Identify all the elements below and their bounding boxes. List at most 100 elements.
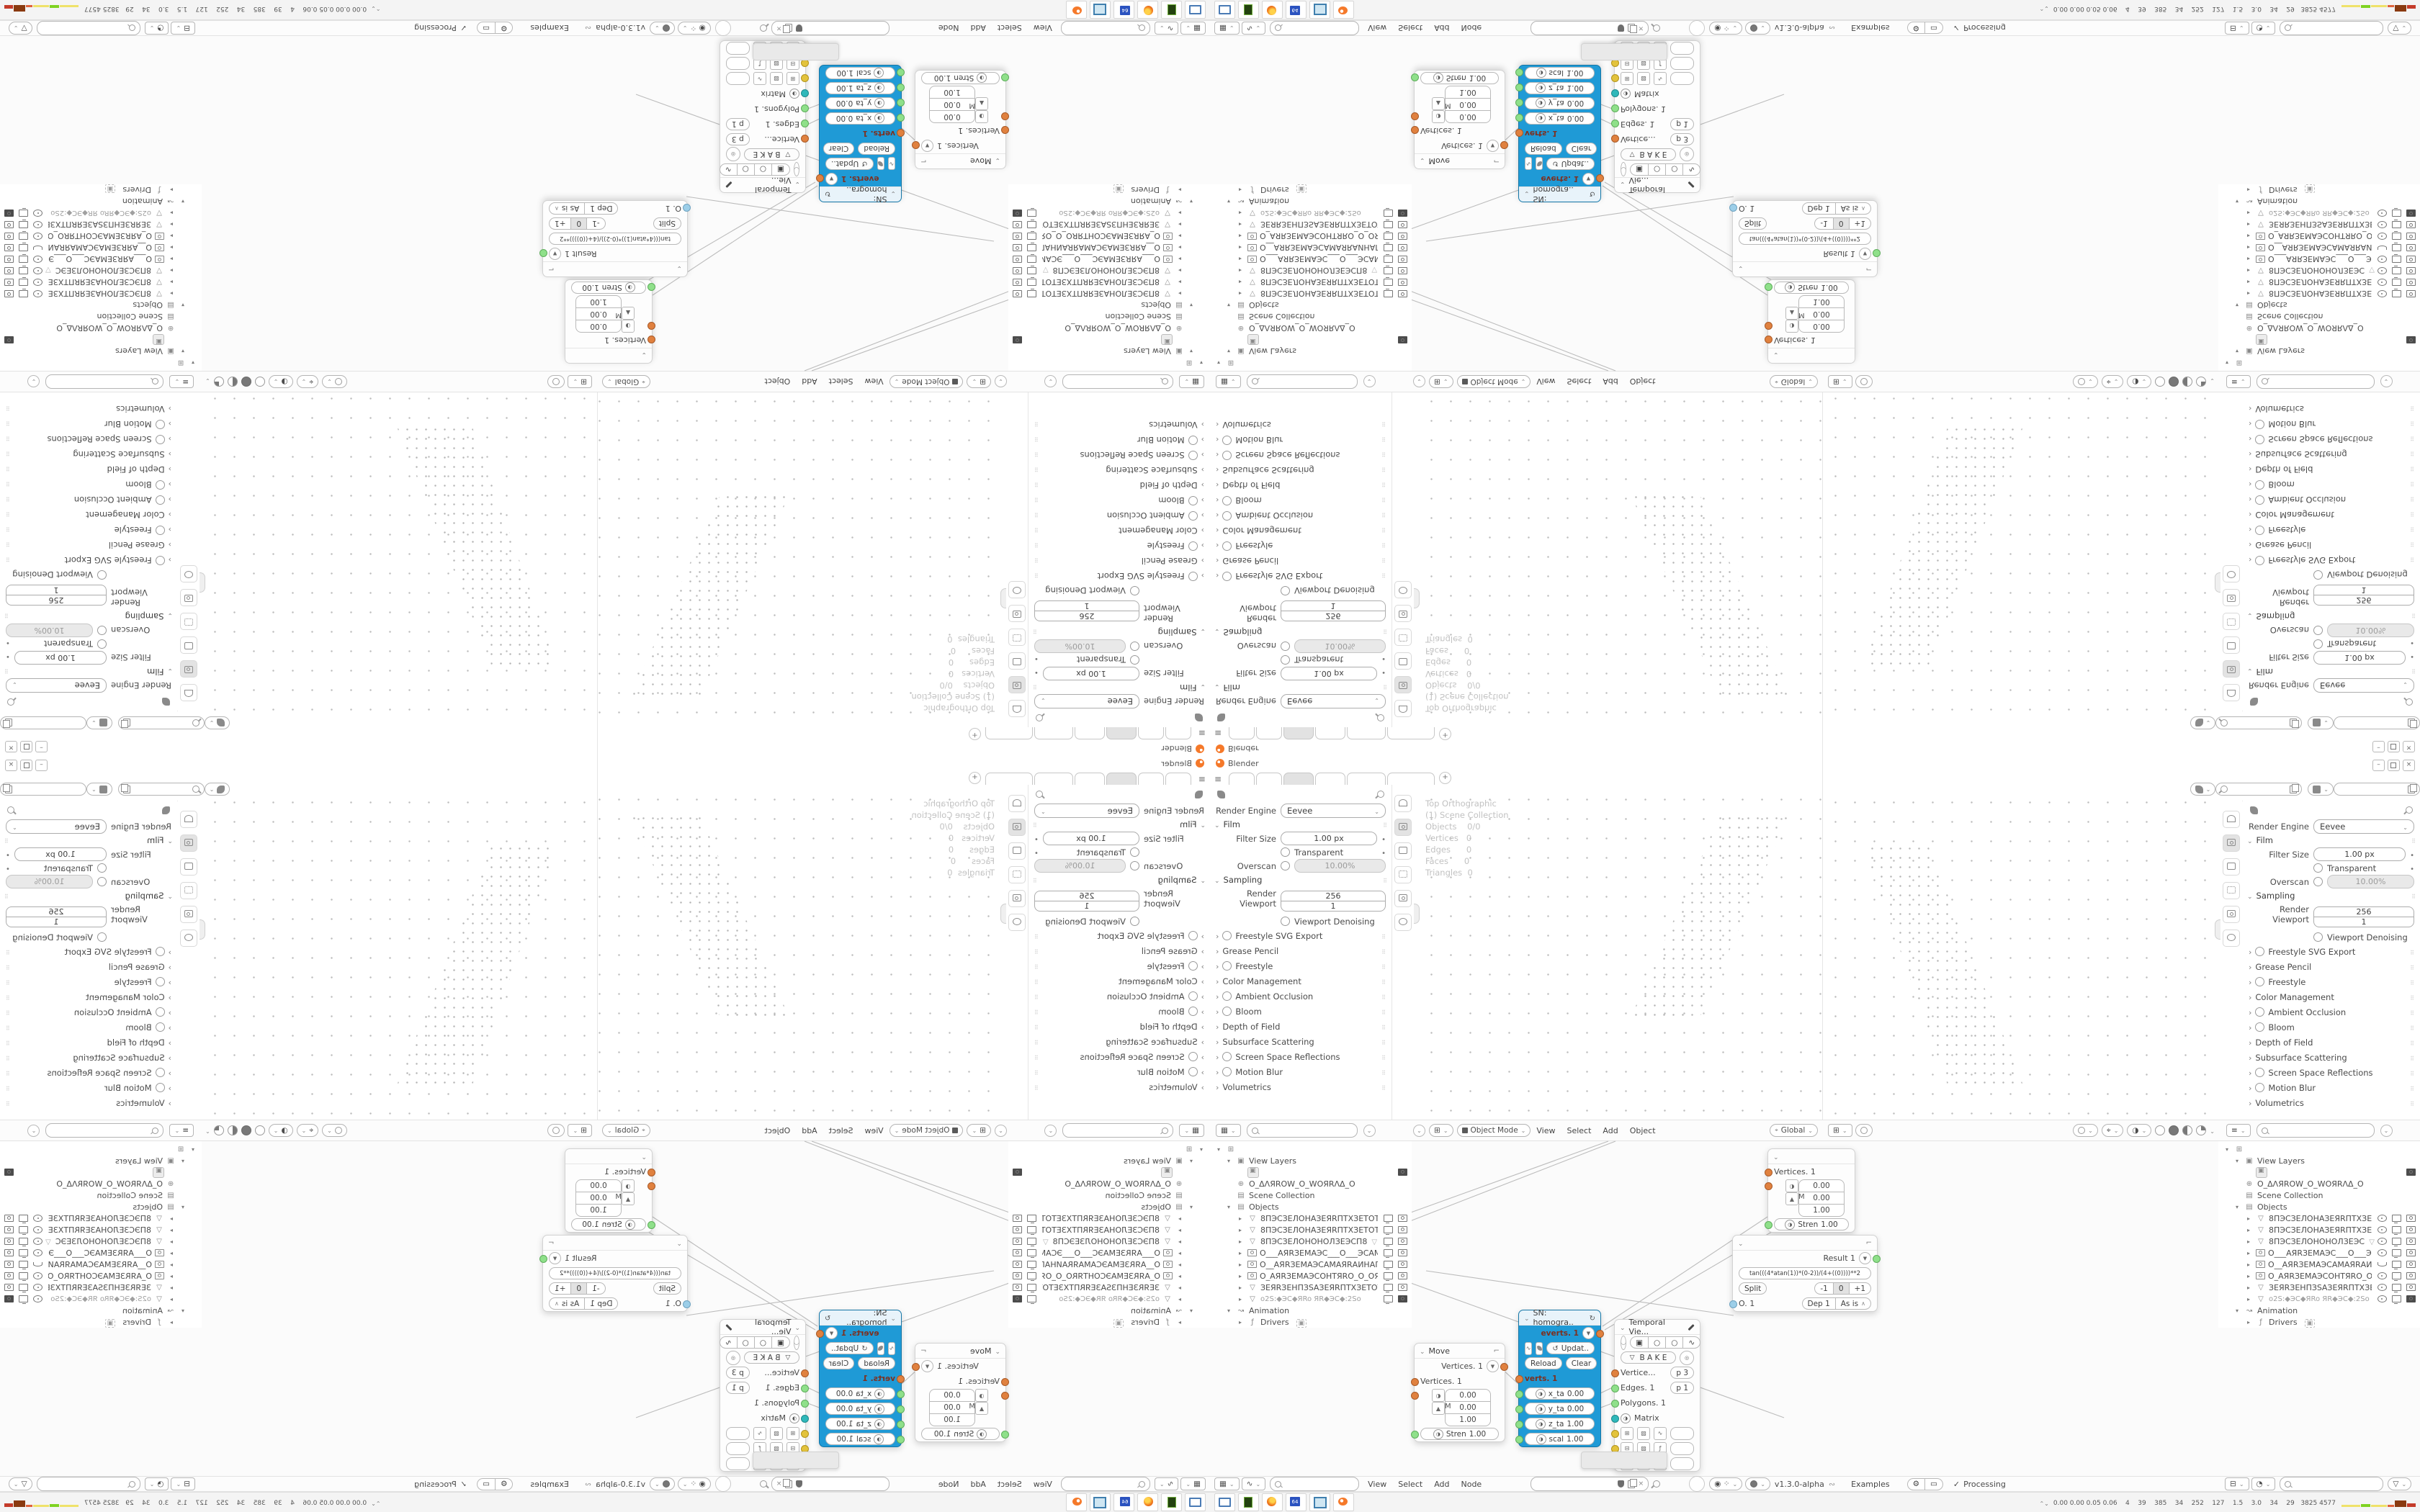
drag-grip-icon[interactable] — [1381, 976, 1386, 986]
section-toggle-checkbox[interactable] — [1188, 541, 1198, 551]
node-temporal-viewer[interactable]: Temporal Vie... ◡ ▣ ○ ○ ∿ ▽B A K E ◎ Ver… — [719, 1318, 809, 1472]
outliner-item-name[interactable]: Animation — [1249, 1305, 1290, 1315]
workspace-tab[interactable] — [1106, 773, 1137, 786]
properties-section-row[interactable]: Depth of Field — [1028, 478, 1210, 493]
outliner-item-name[interactable]: O_ΔΛЯROW_O_WOЯRΛΔ_O — [1065, 323, 1171, 333]
vector-x-field[interactable]: 0.00 — [1445, 110, 1491, 123]
options-dropdown[interactable] — [1044, 375, 1057, 388]
properties-section-row[interactable]: Volumetrics — [1210, 1079, 1392, 1094]
section-toggle-checkbox[interactable] — [2255, 1068, 2265, 1077]
properties-section-row[interactable]: Volumetrics — [1028, 418, 1210, 433]
outliner-row[interactable]: O__АЯRЗЕМАЭСАМАЯRАИНАП__O_ — [2218, 1259, 2420, 1270]
pin-icon[interactable] — [1375, 788, 1386, 800]
outliner-expand-icon[interactable] — [1187, 199, 1193, 205]
disable-viewport-icon[interactable] — [1384, 244, 1393, 251]
input-socket[interactable] — [1001, 126, 1009, 134]
vertex-display-button[interactable]: ○ — [1648, 163, 1667, 176]
sampling-section-header[interactable]: Sampling — [1210, 625, 1392, 639]
menu-item[interactable]: Select — [997, 1479, 1022, 1489]
smooth-toggle[interactable]: ◡ — [793, 162, 799, 177]
world-tab-icon[interactable] — [1008, 581, 1026, 598]
brush-button[interactable] — [877, 157, 884, 171]
outliner-item-name[interactable]: o2S:◆ЭС◆ЯRo ЯR◆ЭС◆:2So — [1059, 1295, 1160, 1303]
menu-hamburger-icon[interactable]: ≡ — [1214, 774, 1222, 784]
disable-render-camera-icon[interactable] — [2406, 210, 2416, 217]
display-mode-icon[interactable]: ⊟ — [171, 22, 195, 35]
properties-section-row[interactable]: Volumetrics — [2243, 1095, 2420, 1110]
workspace-tab[interactable] — [1165, 773, 1191, 786]
vector-x-field[interactable]: 0.00 — [1445, 1389, 1491, 1402]
node-value-row[interactable]: ◑ y_ta 0.00 — [1515, 96, 1600, 111]
disable-viewport-icon[interactable] — [2392, 1284, 2401, 1292]
input-socket[interactable] — [1611, 135, 1619, 143]
expand-arrow-icon[interactable] — [169, 480, 171, 490]
animate-dot-icon[interactable] — [1381, 655, 1386, 665]
menu-item[interactable]: Add — [970, 23, 986, 33]
outliner-row[interactable]: Animation — [1008, 1305, 1210, 1316]
outliner-expand-icon[interactable] — [1175, 1284, 1181, 1291]
clasp-icon[interactable]: ◑ — [975, 1389, 988, 1402]
disable-render-camera-icon[interactable] — [1013, 290, 1022, 297]
output-socket[interactable] — [816, 174, 824, 182]
datablock-field[interactable] — [2334, 783, 2420, 796]
outliner-row[interactable]: O___АЯRЗЕМАЭС___O___ЭСАМЗЕ — [1210, 1247, 1412, 1259]
workspace-tab[interactable] — [1256, 773, 1283, 786]
film-section-header[interactable]: Film — [1210, 680, 1392, 695]
outliner-expand-icon[interactable] — [167, 210, 173, 217]
outliner-expand-icon[interactable] — [2247, 1284, 2253, 1291]
overscan-checkbox[interactable] — [1281, 861, 1290, 870]
node-search-input[interactable] — [1270, 21, 1360, 35]
disable-render-camera-icon[interactable] — [1398, 1261, 1407, 1268]
taskbar-app-icon[interactable] — [1090, 1493, 1111, 1511]
sync-icon[interactable] — [825, 190, 830, 199]
disable-render-camera-icon[interactable] — [1013, 1249, 1022, 1256]
drag-grip-icon[interactable] — [1034, 1082, 1039, 1092]
outliner-expand-icon[interactable] — [167, 187, 173, 194]
outliner-row[interactable]: Scene Collection — [1210, 1189, 1412, 1201]
blender-titlebar[interactable]: Blender — [592, 742, 1210, 756]
drag-grip-icon[interactable] — [6, 480, 10, 490]
render-engine-select[interactable]: Eevee — [6, 678, 107, 693]
outliner-item-name[interactable]: Objects — [133, 1202, 163, 1212]
lifebuoy-icon[interactable]: ◎ — [726, 1350, 740, 1365]
expand-arrow-icon[interactable] — [2249, 420, 2251, 430]
disable-render-camera-icon[interactable] — [1013, 1284, 1022, 1291]
drag-grip-icon[interactable] — [2410, 465, 2414, 475]
outliner-expand-icon[interactable] — [1175, 1215, 1181, 1222]
shading-rendered-icon[interactable] — [213, 377, 224, 387]
outliner-expand-icon[interactable] — [167, 256, 173, 263]
sync-icon[interactable] — [1590, 190, 1595, 199]
disable-render-camera-icon[interactable] — [1013, 1215, 1022, 1222]
outliner-item-name[interactable]: 8ПЭСЗЕЛОНАЗЕЯRПТХЗЕТОТЗЕХ — [1260, 277, 1378, 287]
disable-render-camera-icon[interactable] — [1398, 244, 1407, 251]
filter-mode-icon[interactable]: ◔ — [144, 1477, 169, 1490]
section-toggle-checkbox[interactable] — [155, 526, 165, 535]
drag-grip-icon[interactable] — [6, 1022, 10, 1032]
section-toggle-checkbox[interactable] — [1222, 541, 1232, 551]
output-socket[interactable] — [1873, 249, 1881, 257]
expand-arrow-icon[interactable] — [169, 992, 171, 1002]
scene-tab-icon[interactable] — [180, 589, 197, 606]
overscan-checkbox[interactable] — [2313, 626, 2323, 635]
filter-size-field[interactable]: 1.00 px — [14, 847, 107, 861]
expand-arrow-icon[interactable] — [169, 1083, 171, 1093]
vertex-display-button[interactable]: ○ — [753, 1336, 772, 1349]
drag-grip-icon[interactable] — [6, 1098, 10, 1108]
outliner-row[interactable]: View Layers — [0, 346, 202, 357]
sidebar-toggle-handle[interactable] — [200, 572, 205, 593]
node-field-value[interactable]: 1.00 — [836, 84, 853, 93]
properties-section-row[interactable]: Volumetrics — [2243, 402, 2420, 417]
formula-expression-field[interactable]: tan(((4*atan(1))*(0-2))/(4+((0))))**2 — [1739, 1267, 1871, 1279]
sidebar-toggle-handle[interactable] — [200, 919, 205, 940]
disable-viewport-icon[interactable] — [2392, 1226, 2401, 1235]
brush-datablock-icon[interactable] — [204, 716, 230, 729]
settings-gear-button[interactable]: ⚙ — [495, 1477, 514, 1490]
disable-render-camera-icon[interactable] — [2406, 233, 2416, 240]
section-toggle-checkbox[interactable] — [2255, 1022, 2265, 1032]
node-field-value[interactable]: 1.00 — [836, 1434, 853, 1444]
drag-grip-icon[interactable] — [6, 947, 10, 957]
filter-mode-icon[interactable]: ◔ — [144, 22, 169, 35]
disable-viewport-icon[interactable] — [1027, 256, 1036, 263]
disable-viewport-icon[interactable] — [19, 290, 28, 297]
disable-render-camera-icon[interactable] — [4, 233, 14, 240]
